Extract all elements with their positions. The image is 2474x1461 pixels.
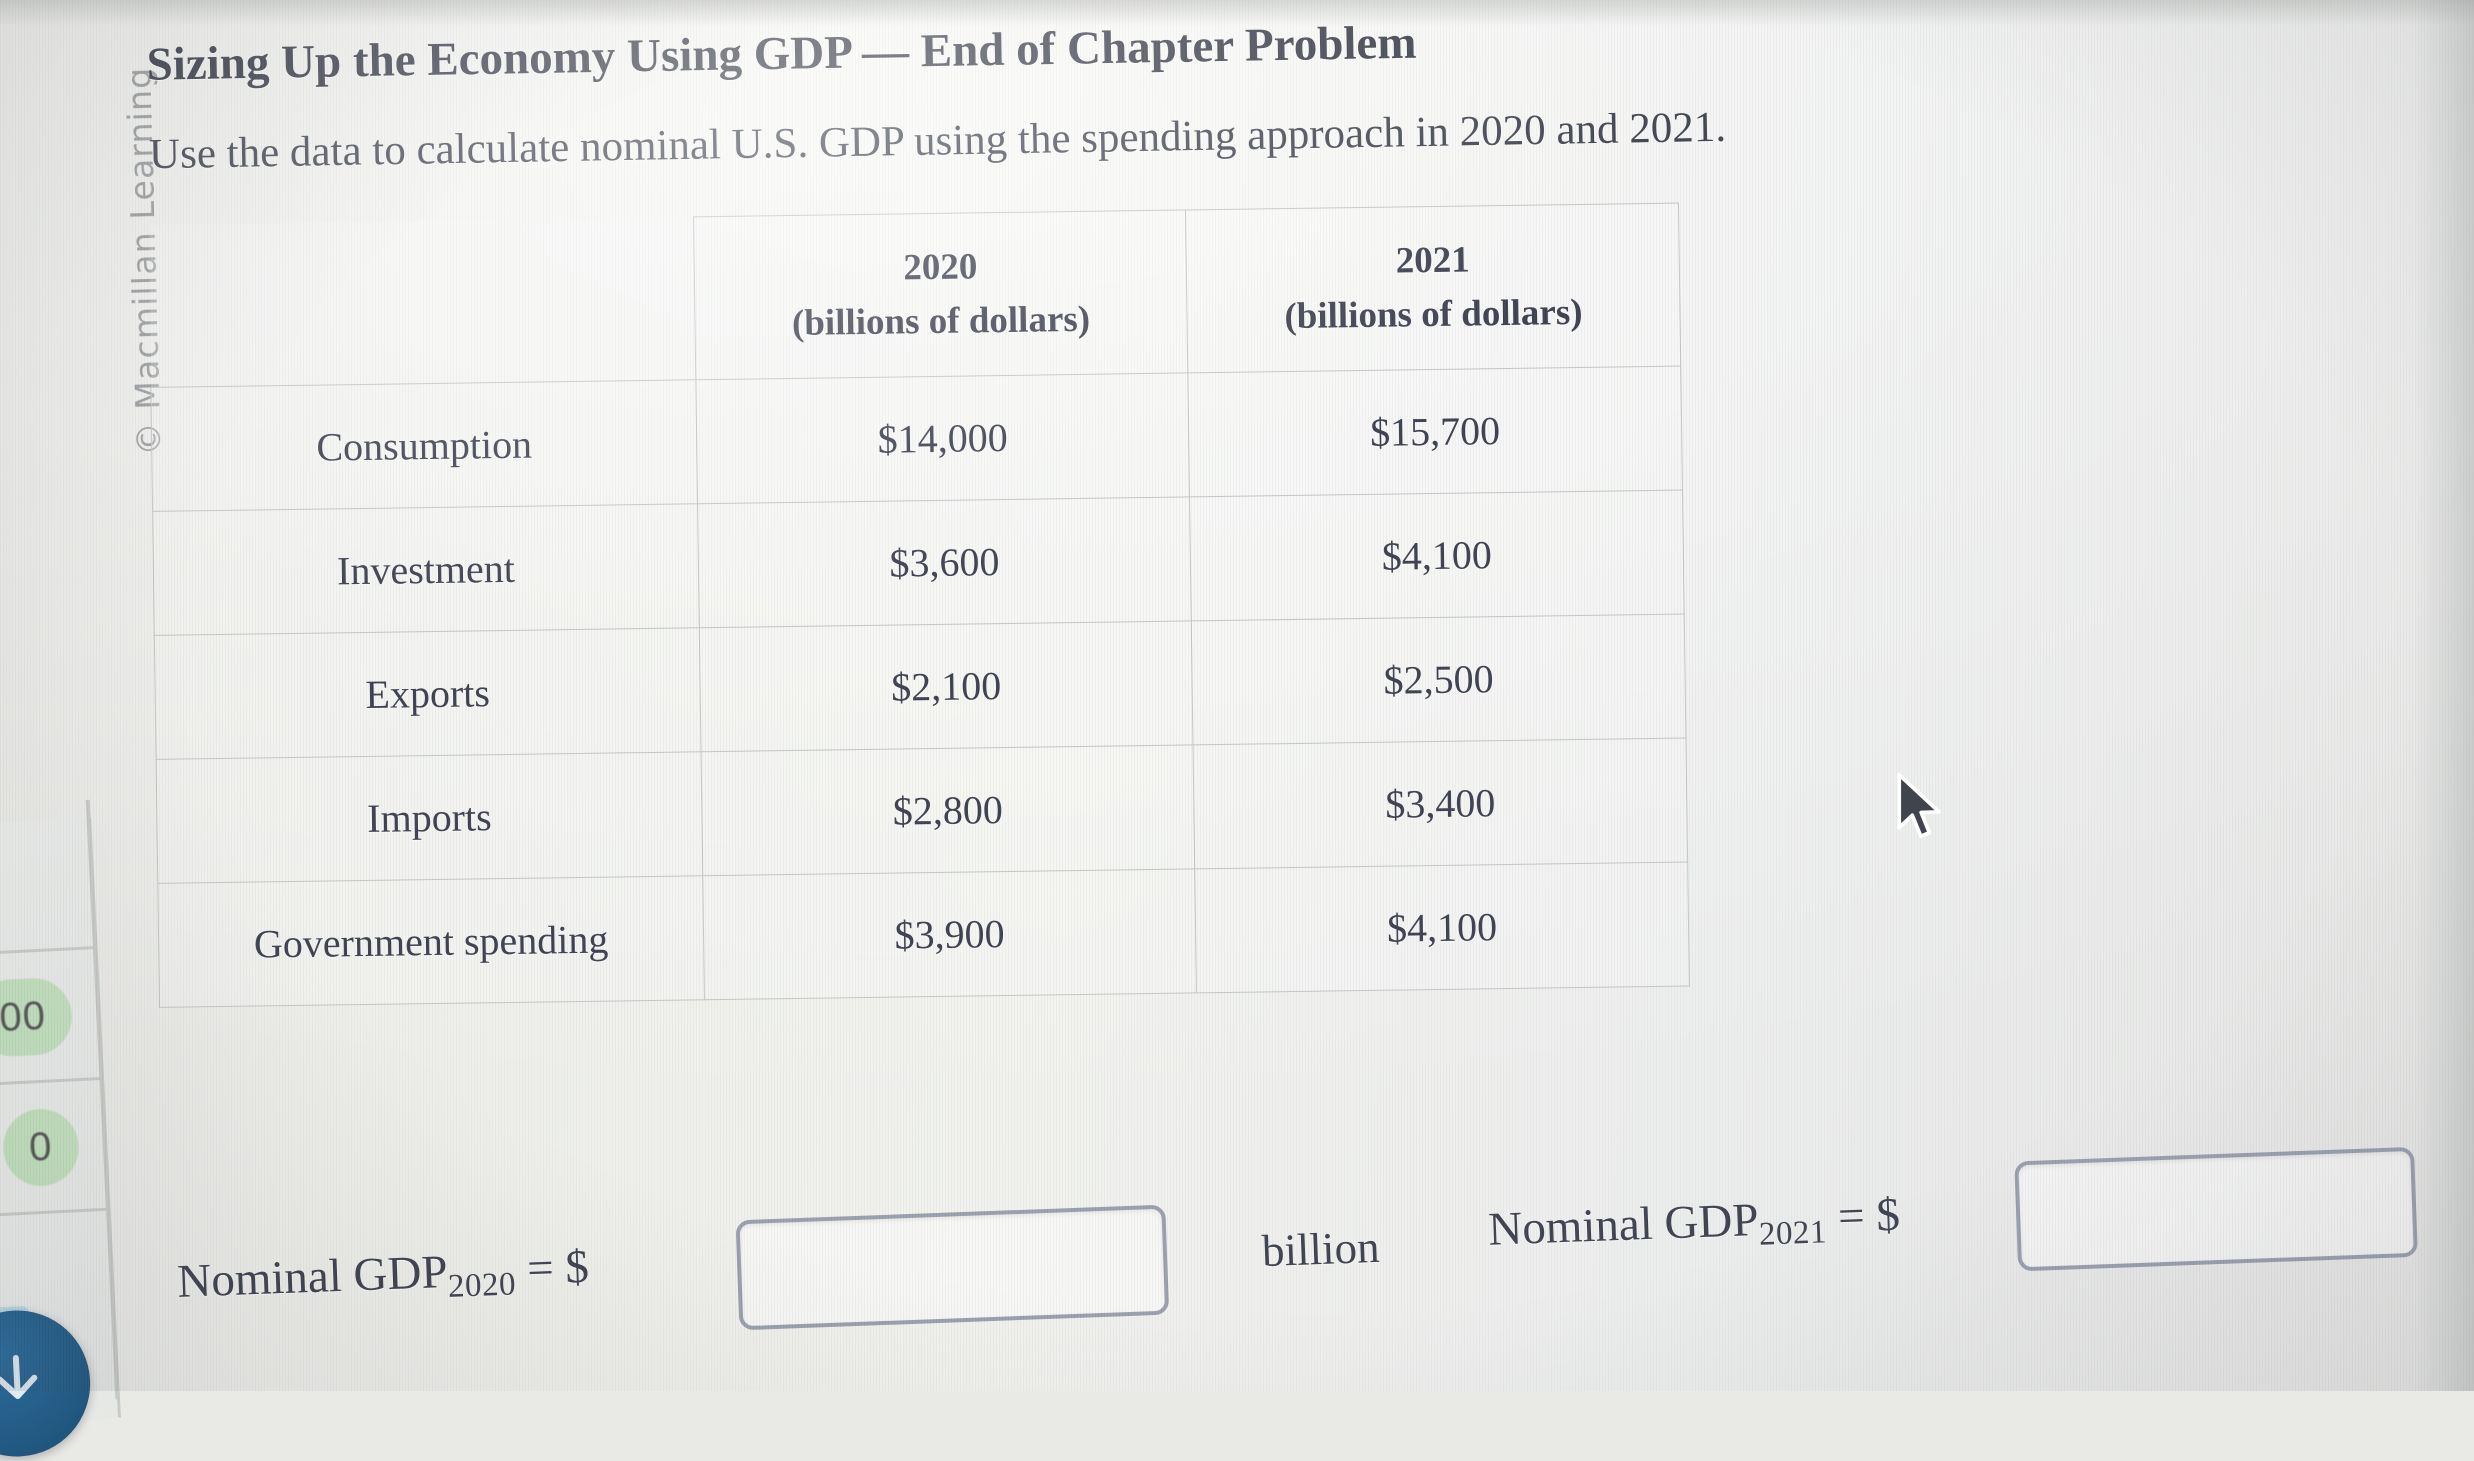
gdp-table: 2020 (billions of dollars) 2021 (billion… — [148, 203, 1690, 1008]
corner-cell — [148, 216, 696, 388]
row-category: Imports — [156, 751, 703, 884]
cell-2020: $2,800 — [701, 744, 1195, 876]
row-category: Investment — [152, 503, 700, 636]
cell-2021: $2,500 — [1191, 614, 1686, 745]
cell-2021: $15,700 — [1187, 366, 1683, 497]
column-header-2020: 2020 (billions of dollars) — [693, 209, 1188, 380]
left-panel-row[interactable]: 00 — [0, 949, 102, 1087]
answer-label-2020: Nominal GDP2020 = $ — [176, 1240, 590, 1316]
row-category: Exports — [154, 627, 702, 760]
left-panel-row[interactable]: 0 — [0, 1079, 108, 1218]
answer-label-2020-suffix: = $ — [514, 1240, 590, 1296]
table-row: Imports $2,800 $3,400 — [156, 738, 1688, 884]
cell-2020: $14,000 — [695, 372, 1190, 504]
table-row: Investment $3,600 $4,100 — [152, 490, 1685, 636]
cell-2020: $3,900 — [702, 868, 1197, 1000]
unit-label-billion: billion — [1261, 1221, 1381, 1277]
answer-label-2021-suffix: = $ — [1825, 1188, 1901, 1244]
column-header-year: 2020 — [903, 246, 978, 289]
cell-2021: $4,100 — [1194, 862, 1690, 993]
cell-2020: $2,100 — [699, 620, 1193, 752]
answer-label-2021-subscript: 2021 — [1758, 1214, 1828, 1253]
cell-2020: $3,600 — [697, 496, 1192, 628]
page-title: Sizing Up the Economy Using GDP — End of… — [146, 16, 1417, 91]
column-header-year: 2021 — [1395, 239, 1471, 282]
answer-label-2020-subscript: 2020 — [447, 1266, 517, 1305]
instruction-text: Use the data to calculate nominal U.S. G… — [148, 103, 1727, 179]
column-header-2021: 2021 (billions of dollars) — [1185, 203, 1681, 373]
answer-label-2021: Nominal GDP2021 = $ — [1487, 1188, 1901, 1264]
table-row: Consumption $14,000 $15,700 — [150, 366, 1683, 512]
score-badge: 0 — [1, 1106, 81, 1188]
gdp-table-container: 2020 (billions of dollars) 2021 (billion… — [148, 203, 1690, 1008]
cell-2021: $4,100 — [1189, 490, 1685, 621]
left-panel-row[interactable] — [0, 818, 95, 957]
table-row: Government spending $3,900 $4,100 — [157, 862, 1690, 1008]
nominal-gdp-2021-input[interactable] — [2014, 1146, 2418, 1272]
answer-label-2020-prefix: Nominal GDP — [176, 1245, 449, 1308]
row-category: Government spending — [157, 875, 705, 1008]
cell-2021: $3,400 — [1192, 738, 1688, 869]
answer-label-2021-prefix: Nominal GDP — [1487, 1193, 1760, 1256]
column-header-unit: (billions of dollars) — [791, 298, 1091, 344]
nominal-gdp-2020-input[interactable] — [735, 1204, 1170, 1331]
table-header-row: 2020 (billions of dollars) 2021 (billion… — [148, 203, 1681, 388]
row-category: Consumption — [150, 379, 698, 512]
table-row: Exports $2,100 $2,500 — [154, 614, 1686, 760]
column-header-unit: (billions of dollars) — [1284, 291, 1583, 338]
score-badge: 00 — [0, 975, 74, 1058]
